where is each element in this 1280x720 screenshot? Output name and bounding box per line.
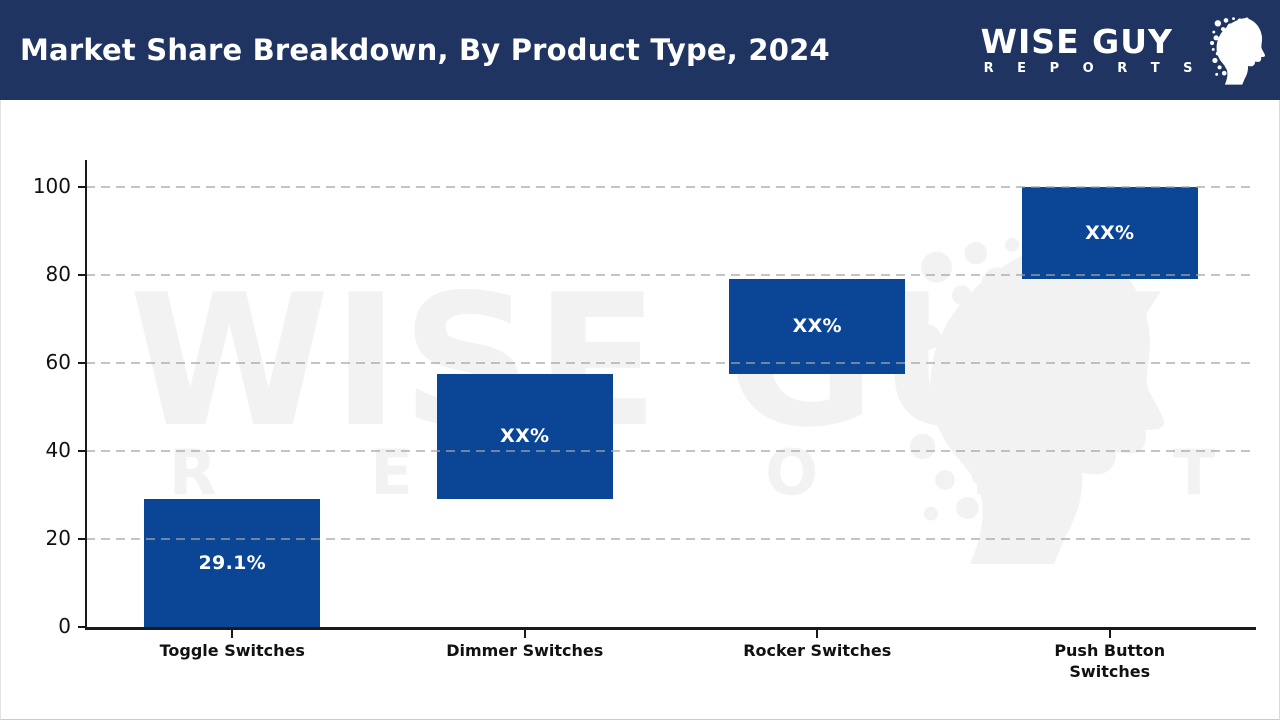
grid-line: [86, 450, 1256, 452]
y-tick-label: 80: [45, 262, 71, 286]
header-bar: Market Share Breakdown, By Product Type,…: [0, 0, 1280, 100]
y-tick-mark: [78, 186, 86, 188]
grid-line: [86, 186, 1256, 188]
chart-canvas: WISE GUY R E P O R T S 29.1%Toggle Switc…: [0, 100, 1280, 720]
brand-wordmark: WISE GUY R E P O R T S: [981, 25, 1202, 75]
brand-name-bottom: R E P O R T S: [983, 61, 1202, 76]
y-tick-label: 0: [58, 614, 71, 638]
y-tick-mark: [78, 450, 86, 452]
x-tick-mark: [1108, 630, 1111, 638]
x-category-label: Push Button Switches: [1054, 641, 1166, 681]
bar: XX%: [729, 278, 906, 374]
bar-value-label: XX%: [792, 315, 842, 338]
y-tick-mark: [78, 538, 86, 540]
bar: XX%: [436, 374, 613, 499]
bar-value-label: 29.1%: [198, 551, 266, 574]
y-tick-label: 20: [45, 526, 71, 550]
y-tick-label: 40: [45, 438, 71, 462]
page-title: Market Share Breakdown, By Product Type,…: [20, 33, 830, 67]
bar-value-label: XX%: [500, 425, 550, 448]
y-tick-mark: [78, 626, 86, 628]
x-category-label: Dimmer Switches: [446, 641, 604, 660]
y-tick-label: 60: [45, 350, 71, 374]
bar: XX%: [1021, 187, 1198, 279]
y-tick-mark: [78, 362, 86, 364]
x-category-label: Rocker Switches: [743, 641, 892, 660]
brand-logo: WISE GUY R E P O R T S: [981, 15, 1266, 85]
grid-line: [86, 274, 1256, 276]
x-axis-spine: [86, 627, 1256, 630]
y-axis-spine: [85, 160, 87, 630]
y-tick-label: 100: [32, 174, 71, 198]
x-tick-mark: [816, 630, 819, 638]
bar-value-label: XX%: [1085, 221, 1135, 244]
x-category-label: Toggle Switches: [159, 641, 305, 660]
x-tick-mark: [231, 630, 234, 638]
brand-name-top: WISE GUY: [980, 22, 1173, 61]
bar: 29.1%: [144, 498, 321, 627]
grid-line: [86, 538, 1256, 540]
grid-line: [86, 362, 1256, 364]
y-tick-mark: [78, 274, 86, 276]
dotted-head-icon: [1208, 15, 1266, 85]
x-tick-mark: [523, 630, 526, 638]
